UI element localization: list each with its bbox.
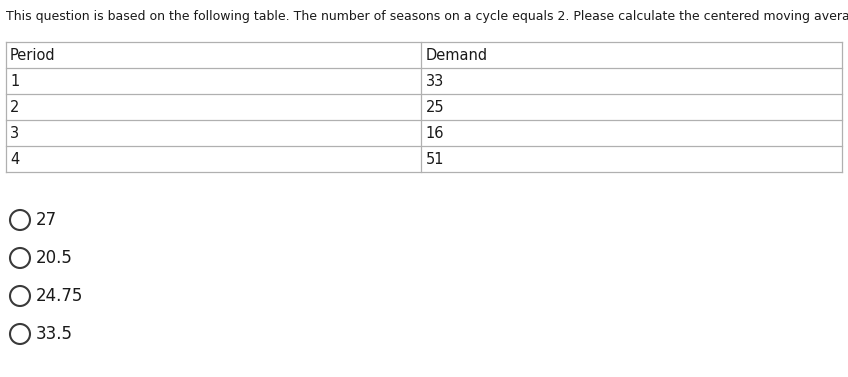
Text: 20.5: 20.5 (36, 249, 73, 267)
Text: 33.5: 33.5 (36, 325, 73, 343)
Text: 16: 16 (426, 126, 444, 141)
Text: Demand: Demand (426, 48, 488, 63)
Text: This question is based on the following table. The number of seasons on a cycle : This question is based on the following … (6, 10, 848, 23)
Text: 27: 27 (36, 211, 57, 229)
Text: 3: 3 (10, 126, 20, 141)
Text: 1: 1 (10, 74, 20, 89)
Text: 4: 4 (10, 152, 20, 167)
Text: 25: 25 (426, 100, 444, 115)
Text: 2: 2 (10, 100, 20, 115)
Text: 51: 51 (426, 152, 444, 167)
Text: Period: Period (10, 48, 56, 63)
Text: 33: 33 (426, 74, 444, 89)
Text: 24.75: 24.75 (36, 287, 83, 305)
